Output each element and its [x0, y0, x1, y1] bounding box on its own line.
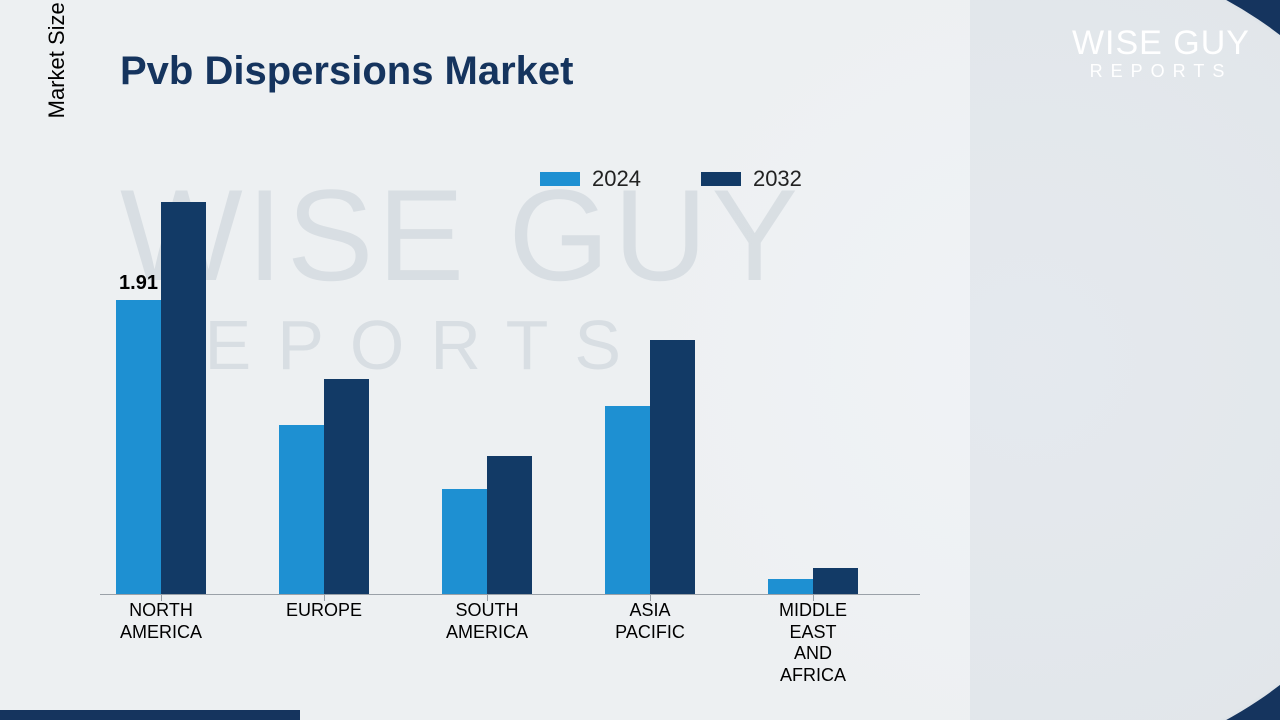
legend-item: 2032 — [701, 166, 802, 192]
legend-item: 2024 — [540, 166, 641, 192]
bar — [487, 456, 532, 594]
chart-plot-area: 1.91 — [100, 195, 920, 595]
bar — [813, 568, 858, 594]
bar-group: 1.91 — [116, 202, 206, 594]
brand-logo: WISE GUY REPORTS — [1072, 26, 1250, 80]
bar — [324, 379, 369, 594]
x-axis-baseline — [100, 594, 920, 595]
brand-line-2: REPORTS — [1072, 62, 1250, 80]
x-axis-category-label: SOUTHAMERICA — [417, 600, 557, 643]
legend-label: 2032 — [753, 166, 802, 192]
page: WISE GUY REPORTS Pvb Dispersions Market … — [0, 0, 1280, 720]
bar: 1.91 — [116, 300, 161, 594]
legend-swatch — [701, 172, 741, 186]
y-axis-label: Market Size in USD Billion — [44, 0, 70, 190]
bar — [279, 425, 324, 594]
bar — [650, 340, 695, 594]
bar-group — [442, 456, 532, 594]
bar — [442, 489, 487, 594]
bar-group — [768, 568, 858, 594]
legend-label: 2024 — [592, 166, 641, 192]
x-axis-category-label: ASIAPACIFIC — [580, 600, 720, 643]
chart-title: Pvb Dispersions Market — [120, 49, 574, 94]
x-axis-category-label: MIDDLEEASTANDAFRICA — [743, 600, 883, 686]
bar-group — [605, 340, 695, 594]
x-axis-category-label: EUROPE — [254, 600, 394, 622]
bar-value-label: 1.91 — [119, 272, 158, 295]
chart-legend: 2024 2032 — [540, 166, 802, 192]
bottom-accent-bar — [0, 710, 300, 720]
bar — [768, 579, 813, 594]
brand-line-1: WISE GUY — [1072, 26, 1250, 60]
bar — [605, 406, 650, 594]
bar — [161, 202, 206, 594]
x-axis-category-label: NORTHAMERICA — [91, 600, 231, 643]
bar-group — [279, 379, 369, 594]
legend-swatch — [540, 172, 580, 186]
